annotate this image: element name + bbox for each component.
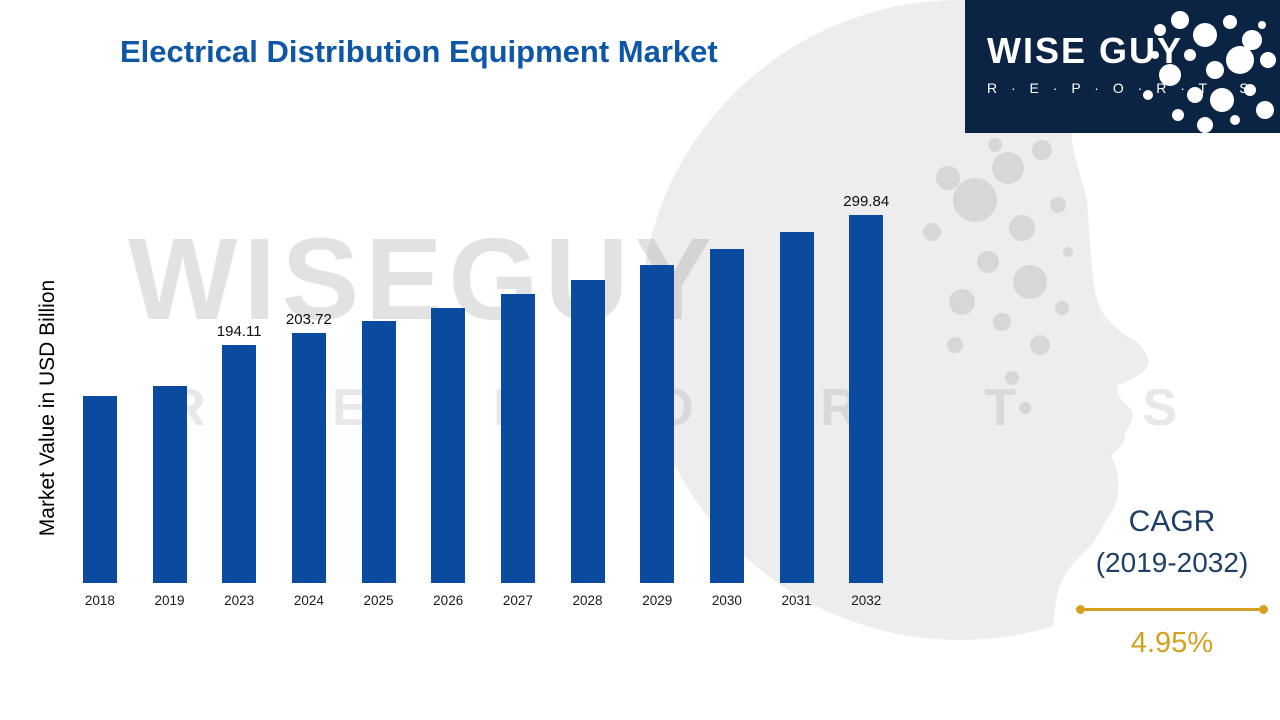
x-tick-2031: 2031 (781, 593, 812, 608)
bar-slot-2031 (762, 232, 832, 583)
bar-value-label: 203.72 (285, 311, 332, 328)
y-axis-label: Market Value in USD Billion (36, 279, 59, 537)
bar-slot-2029 (622, 265, 692, 583)
bar-2023 (222, 345, 257, 583)
bar-slot-2026 (413, 308, 483, 583)
bar-slot-2027 (483, 294, 553, 583)
cagr-divider-line (1076, 605, 1268, 614)
face-dot-pattern (923, 138, 1073, 414)
cagr-range: (2019-2032) (1095, 547, 1249, 578)
bar-slot-2030 (692, 249, 762, 583)
bar-2025 (361, 321, 396, 583)
cagr-label: CAGR (1128, 505, 1216, 538)
x-tick-2026: 2026 (433, 593, 464, 608)
x-tick-2030: 2030 (711, 593, 742, 608)
logo-face-dots-icon (1143, 11, 1276, 133)
logo-text: WISE GUY R · E · P · O · R · T · S (987, 30, 1254, 96)
bar-2030 (709, 249, 744, 583)
bar-slot-2025 (344, 321, 414, 583)
bar-2028 (570, 280, 605, 583)
gold-line (1085, 608, 1259, 611)
bar-2031 (779, 232, 814, 583)
logo-wordmark: WISE GUY (987, 30, 1184, 71)
page-title: Electrical Distribution Equipment Market (120, 34, 718, 69)
bar-chart: 194.11 203.72 299.84 (65, 193, 901, 583)
x-tick-2027: 2027 (502, 593, 533, 608)
bar-slot-2018 (65, 396, 135, 583)
bar-value-label: 194.11 (216, 323, 262, 340)
bar-2019 (152, 386, 187, 583)
bar-value-label: 299.84 (843, 193, 890, 210)
bar-2027 (500, 294, 535, 583)
line-end-dot-right (1259, 605, 1268, 614)
bar-slot-2032: 299.84 (831, 193, 901, 583)
bar-2018 (82, 396, 117, 583)
face-profile-cutout (1053, 0, 1280, 720)
bar-2029 (640, 265, 675, 583)
bar-slot-2024: 203.72 (274, 311, 344, 583)
x-tick-2029: 2029 (642, 593, 673, 608)
bar-2024 (291, 333, 326, 583)
line-end-dot-left (1076, 605, 1085, 614)
wise-guy-reports-logo: WISE GUY R · E · P · O · R · T · S (965, 0, 1280, 133)
x-tick-2018: 2018 (84, 593, 115, 608)
bar-slot-2019 (135, 386, 205, 583)
cagr-value: 4.95% (1130, 627, 1214, 659)
x-tick-2025: 2025 (363, 593, 394, 608)
cagr-block: CAGR (2019-2032) 4.95% (1052, 505, 1280, 660)
x-axis-tick-labels: 2018 2019 2023 2024 2025 2026 2027 2028 2029 2030… (65, 593, 901, 608)
x-tick-2028: 2028 (572, 593, 603, 608)
bar-2032 (849, 215, 884, 583)
bar-slot-2023: 194.11 (204, 323, 274, 583)
x-tick-2032: 2032 (851, 593, 882, 608)
bar-2026 (431, 308, 466, 583)
logo-subtitle: R · E · P · O · R · T · S (987, 80, 1254, 96)
x-tick-2019: 2019 (154, 593, 185, 608)
watermark-line1: WISEGUY (128, 214, 718, 344)
bar-slot-2028 (553, 280, 623, 583)
x-tick-2024: 2024 (293, 593, 324, 608)
x-tick-2023: 2023 (224, 593, 255, 608)
